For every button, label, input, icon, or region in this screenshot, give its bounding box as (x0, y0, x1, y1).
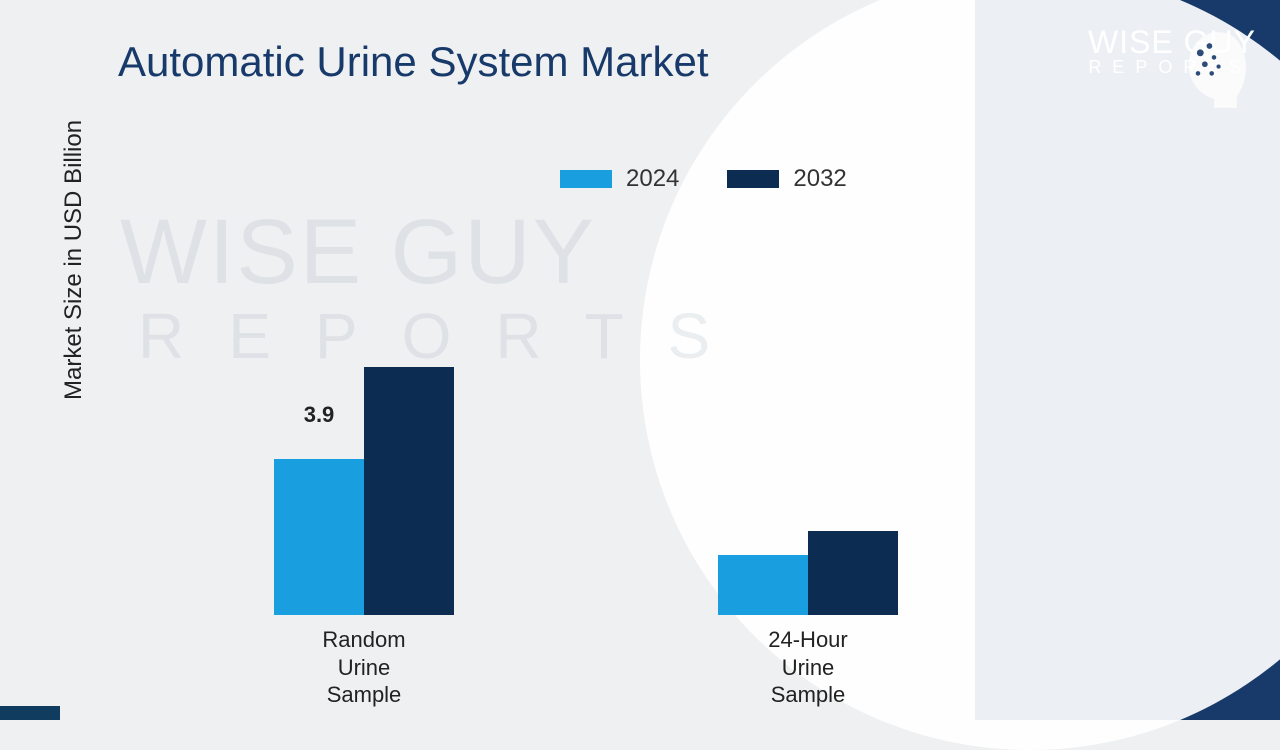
legend-item: 2024 (560, 165, 679, 193)
bar-group (718, 531, 898, 615)
legend-label: 2032 (793, 165, 846, 193)
bottom-accent-bar (0, 706, 60, 720)
bar (808, 531, 898, 615)
logo-head-icon (1178, 30, 1250, 110)
category-label: RandomUrineSample (322, 626, 405, 709)
bar-group: 3.9 (274, 367, 454, 615)
chart-plot-area: 3.9 (100, 215, 920, 615)
legend-swatch (560, 170, 612, 188)
brand-logo: WISE GUY REPORTS (1088, 24, 1256, 78)
legend-label: 2024 (626, 165, 679, 193)
bar-value-label: 3.9 (304, 402, 335, 428)
bar (364, 367, 454, 615)
category-label: 24-HourUrineSample (768, 626, 847, 709)
bar (718, 555, 808, 615)
chart-title: Automatic Urine System Market (118, 38, 709, 86)
legend-item: 2032 (727, 165, 846, 193)
bar (274, 459, 364, 615)
legend-swatch (727, 170, 779, 188)
chart-legend: 2024 2032 (560, 165, 847, 193)
y-axis-label: Market Size in USD Billion (60, 120, 88, 400)
